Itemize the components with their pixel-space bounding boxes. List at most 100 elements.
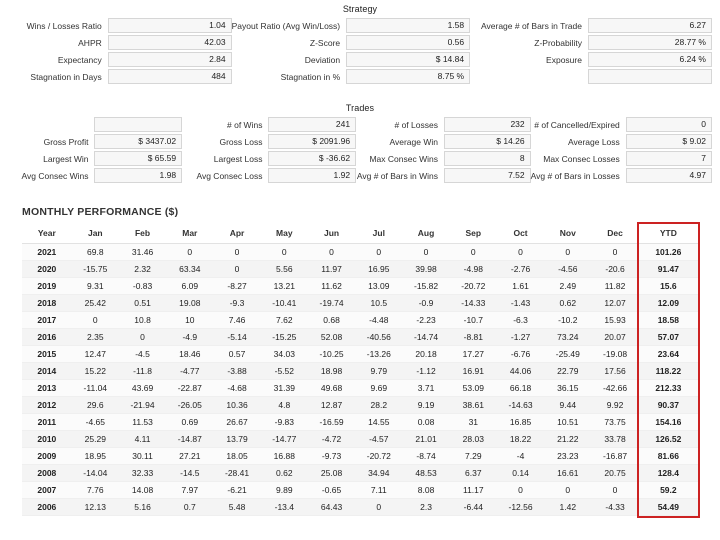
table-row[interactable]: 2020 -15.75 2.32 63.34 0 5.56 11.97 16.95 39.98-…: [22, 260, 698, 278]
cell-apr: 7.46: [213, 311, 261, 329]
cell-mar: 27.21: [166, 447, 214, 465]
table-row[interactable]: 2015 12.47 -4.5 18.46 0.57 34.03 -10.25 -13.26 2…: [22, 345, 698, 363]
cell-may: 4.8: [260, 396, 308, 414]
ahpr-field[interactable]: 42.03: [107, 35, 232, 50]
deviation-field[interactable]: $ 14.84: [346, 52, 471, 67]
cell-jun: -19.74: [307, 294, 356, 312]
table-row[interactable]: 2018 25.42 0.51 19.08 -9.3 -10.41 -19.74 10.5 -0…: [22, 294, 698, 312]
stat-label: Average # of Bars in Trade: [481, 20, 582, 31]
number-of-losses-field[interactable]: 232: [443, 117, 531, 132]
cell-ytd: 81.66: [638, 447, 698, 465]
cell-nov: 16.61: [544, 464, 592, 482]
stat-label: Avg # of Bars in Losses: [530, 170, 620, 181]
stat-label: Avg Consec Loss: [196, 170, 263, 181]
cell-jun: -0.65: [307, 481, 356, 499]
table-row[interactable]: 2008 -14.04 32.33 -14.5 -28.41 0.62 25.08 34.94…: [22, 464, 698, 482]
column-header-jul: Jul: [355, 224, 403, 244]
number-of-wins-field[interactable]: 241: [268, 117, 357, 132]
table-row[interactable]: 2014 15.22 -11.8 -4.77 -3.88 -5.52 18.98 9.79 -1…: [22, 362, 698, 380]
cell-jul: 10.5: [355, 294, 403, 312]
cell-jul: 13.09: [355, 277, 403, 295]
stat-value-cell: 8: [443, 150, 531, 167]
gross-loss-field[interactable]: $ 2091.96: [268, 134, 357, 149]
cell-oct: -14.63: [496, 396, 545, 414]
avg-consec-wins-field[interactable]: 1.98: [94, 168, 183, 183]
table-row[interactable]: 2009 18.95 30.11 27.21 18.05 16.88 -9.73 -20.72…: [22, 447, 698, 465]
cell-jun: 11.62: [307, 277, 356, 295]
cell-jun: 11.97: [307, 260, 356, 278]
column-header-dec: Dec: [591, 224, 639, 244]
monthly-performance-table: Year Jan Feb Mar Apr May Jun Jul Aug Sep Oct Nov Dec…: [22, 224, 698, 516]
max-consec-wins-field[interactable]: 8: [443, 151, 531, 166]
cell-year: 2011: [22, 413, 72, 431]
cell-year: 2008: [22, 464, 72, 482]
cell-jun: 25.08: [307, 464, 356, 482]
cancelled-expired-field[interactable]: 0: [625, 117, 712, 132]
table-row[interactable]: 2016 2.35 0 -4.9 -5.14 -15.25 52.08 -40.56 -14.7…: [22, 328, 698, 346]
exposure-field[interactable]: 6.24 %: [587, 52, 712, 67]
avg-bars-in-wins-field[interactable]: 7.52: [443, 168, 531, 183]
cell-mar: 0.69: [166, 413, 214, 431]
table-row[interactable]: 2021 69.8 31.46 0 0 0 0 0 0 0 0 0 0 101.26: [22, 243, 698, 261]
stagnation-percent-field[interactable]: 8.75 %: [346, 69, 471, 84]
table-row[interactable]: 2010 25.29 4.11 -14.87 13.79 -14.77 -4.72 -4.57…: [22, 430, 698, 448]
table-row[interactable]: 2006 12.13 5.16 0.7 5.48 -13.4 64.43 0 2.3 -6.44-…: [22, 498, 698, 516]
cell-year: 2019: [22, 277, 72, 295]
table-row[interactable]: 2019 9.31 -0.83 6.09 -8.27 13.21 11.62 13.09 -15…: [22, 277, 698, 295]
avg-bars-in-losses-field[interactable]: 4.97: [625, 168, 712, 183]
stagnation-days-field[interactable]: 484: [107, 69, 232, 84]
table-row[interactable]: 2007 7.76 14.08 7.97 -6.21 9.89 -0.65 7.11 8.08 1…: [22, 481, 698, 499]
cell-ytd: 118.22: [638, 362, 698, 380]
column-header-sep: Sep: [449, 224, 497, 244]
table-row[interactable]: 2012 29.6 -21.94 -26.05 10.36 4.8 12.87 28.2 9.1…: [22, 396, 698, 414]
cell-jun: 52.08: [307, 328, 356, 346]
cell-aug: -1.12: [402, 362, 450, 380]
table-row[interactable]: 2013 -11.04 43.69 -22.87 -4.68 31.39 49.68 9.69…: [22, 379, 698, 397]
cell-apr: -4.68: [213, 379, 261, 397]
cell-jul: 7.11: [355, 481, 403, 499]
cell-apr: 18.05: [213, 447, 261, 465]
stat-value-cell: 7: [625, 150, 712, 167]
cell-may: 7.62: [260, 311, 308, 329]
cell-ytd: 57.07: [638, 328, 698, 346]
cell-jan: -15.75: [71, 260, 119, 278]
gross-profit-field[interactable]: $ 3437.02: [94, 134, 183, 149]
z-probability-field[interactable]: 28.77 %: [587, 35, 712, 50]
table-row[interactable]: 2017 0 10.8 10 7.46 7.62 0.68 -4.48 -2.23 -10.7 -6…: [22, 311, 698, 329]
cell-nov: -10.2: [544, 311, 592, 329]
average-loss-field[interactable]: $ 9.02: [625, 134, 712, 149]
cell-feb: -0.83: [118, 277, 167, 295]
table-row[interactable]: 2011 -4.65 11.53 0.69 26.67 -9.83 -16.59 14.55 0…: [22, 413, 698, 431]
max-consec-losses-field[interactable]: 7: [625, 151, 712, 166]
cell-oct: -6.3: [496, 311, 545, 329]
average-win-field[interactable]: $ 14.26: [443, 134, 531, 149]
cell-mar: 19.08: [166, 294, 214, 312]
cell-ytd: 18.58: [638, 311, 698, 329]
cell-feb: -4.5: [118, 345, 167, 363]
expectancy-field[interactable]: 2.84: [107, 52, 232, 67]
wins-losses-ratio-field[interactable]: 1.04: [107, 18, 232, 33]
largest-loss-field[interactable]: $ -36.62: [268, 151, 357, 166]
cell-oct: 16.85: [496, 413, 545, 431]
cell-nov: 21.22: [544, 430, 592, 448]
stat-value-cell: 42.03: [107, 34, 232, 51]
avg-consec-loss-field[interactable]: 1.92: [268, 168, 357, 183]
trades-row: Gross Profit $ 3437.02 Gross Loss $ 2091…: [8, 133, 712, 150]
cell-year: 2012: [22, 396, 72, 414]
trades-row: Largest Win $ 65.59 Largest Loss $ -36.6…: [8, 150, 712, 167]
strategy-empty-field[interactable]: [587, 69, 712, 84]
trades-empty-field[interactable]: [94, 117, 183, 132]
stat-value-cell: 4.97: [625, 167, 712, 184]
cell-mar: -14.5: [166, 464, 214, 482]
cell-jun: 49.68: [307, 379, 356, 397]
stat-value-cell: $ 65.59: [94, 150, 183, 167]
cell-mar: -4.9: [166, 328, 214, 346]
cell-may: 0.62: [260, 464, 308, 482]
cell-aug: 21.01: [402, 430, 450, 448]
cell-year: 2010: [22, 430, 72, 448]
avg-bars-in-trade-field[interactable]: 6.27: [587, 18, 712, 33]
payout-ratio-field[interactable]: 1.58: [346, 18, 471, 33]
cell-sep: 11.17: [449, 481, 497, 499]
z-score-field[interactable]: 0.56: [346, 35, 471, 50]
largest-win-field[interactable]: $ 65.59: [94, 151, 183, 166]
